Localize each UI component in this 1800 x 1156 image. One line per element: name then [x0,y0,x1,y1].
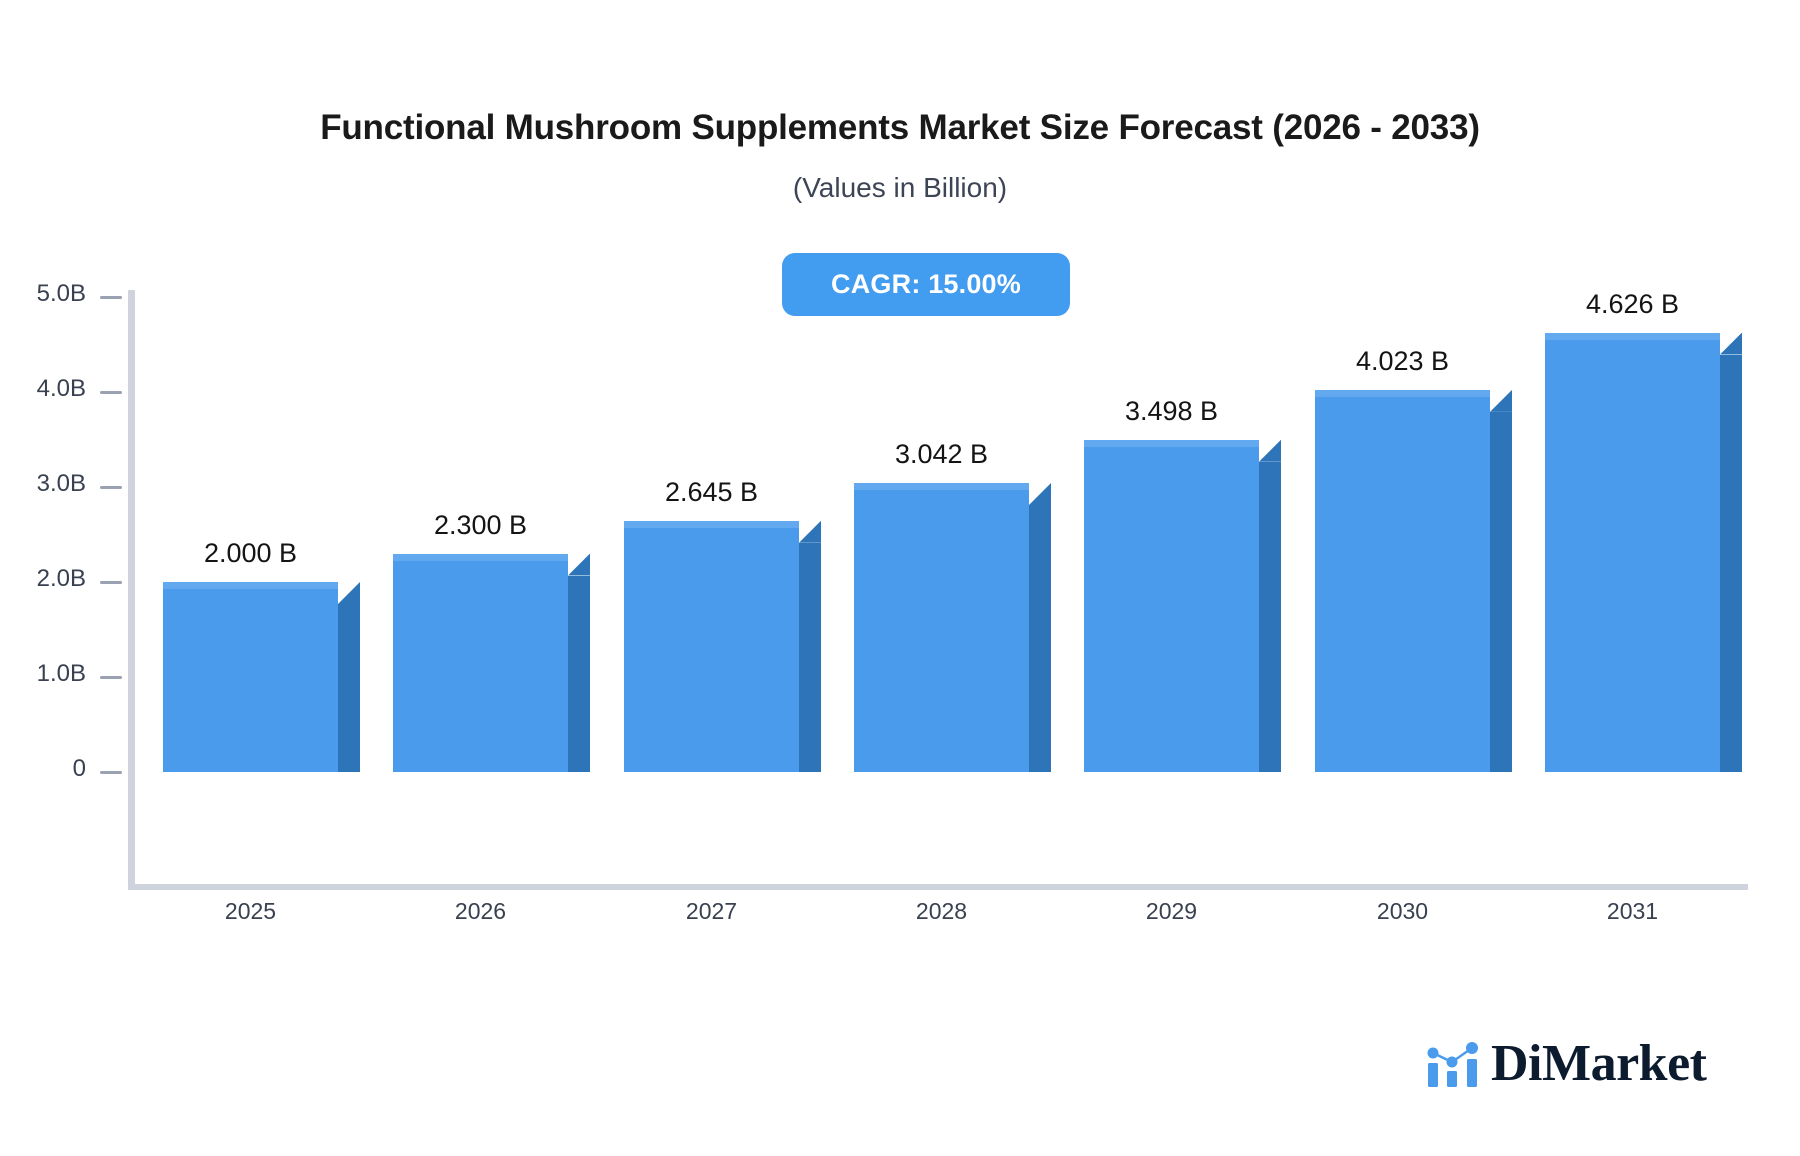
bar-top-face [1084,439,1259,447]
bar-value-label: 4.023 B [1355,345,1450,376]
bar-top-face [624,520,799,528]
brand-name: DiMarket [1491,1035,1707,1092]
x-axis-tick-label: 2026 [454,898,507,924]
y-axis-tick-mark [100,296,122,299]
y-axis-tick-label: 5.0B [36,280,86,307]
bar-chart-logo-icon [1425,1040,1481,1088]
y-axis-tick-mark [100,486,122,489]
bar-side-face [1720,354,1742,772]
bar-front-face [393,553,568,772]
cagr-badge: CAGR: 15.00% [782,253,1070,316]
bar-front-face [854,483,1029,772]
y-axis-tick-label: 4.0B [36,375,86,402]
bar-side-bevel [1490,389,1512,412]
bar-side-face [1490,411,1512,772]
y-axis-tick-label: 3.0B [36,470,86,497]
bar [1315,389,1512,772]
bar-value-label: 2.000 B [203,538,298,568]
bar-top-face [393,553,568,561]
bar-front-face [1545,332,1720,772]
bar-top-face [163,582,338,589]
bar-top-face [1545,332,1720,340]
brand-logo: DiMarket [1425,1035,1707,1092]
bar-value-label: 3.042 B [894,439,989,469]
y-axis-line [128,290,135,890]
bar-front-face [1084,439,1259,772]
y-axis-tick-label: 1.0B [36,660,86,687]
bar-side-bevel [1720,332,1742,355]
x-axis-tick-label: 2030 [1376,898,1429,924]
x-axis-tick-label: 2028 [915,898,968,924]
y-axis-tick-mark [100,391,122,394]
cagr-badge-label: CAGR: 15.00% [831,269,1021,299]
y-axis-tick-label: 2.0B [36,565,86,592]
bar-front-face [624,520,799,772]
bar-side-face [1259,461,1281,772]
bar-value-label: 4.626 B [1585,288,1680,319]
x-axis-tick-label: 2031 [1606,898,1659,924]
bar-value-label: 2.300 B [433,509,528,540]
chart-subtitle: (Values in Billion) [792,172,1008,203]
bar-side-bevel [1259,439,1281,462]
x-axis-line [128,884,1748,890]
bar-side-bevel [1029,483,1051,505]
bar-top-face [1315,389,1490,397]
bar [1545,332,1742,772]
bar-side-bevel [568,553,590,576]
page-title: Functional Mushroom Supplements Market S… [320,108,1480,147]
bar-top-face [854,483,1029,490]
bar-front-face [1315,389,1490,772]
bar-side-face [338,604,360,772]
bar-front-face [163,582,338,772]
bar [624,520,821,772]
bar-value-label: 2.645 B [664,476,759,507]
bar-side-face [1029,505,1051,772]
bar-side-face [799,542,821,772]
y-axis-tick-mark [100,676,122,679]
plot-area: 0 1.0B 2.0B 3.0B 4.0B 5.0B 2.000 B 2.300 B 2.64… [36,280,1748,924]
y-axis-tick-label: 0 [72,755,86,782]
bar-value-label: 3.498 B [1124,395,1219,426]
y-axis-tick-mark [100,771,122,774]
bar [393,553,590,772]
y-axis-tick-mark [100,581,122,584]
bar [163,582,360,772]
bar-side-bevel [338,582,360,604]
bar-side-face [568,575,590,772]
x-axis-tick-label: 2025 [224,898,277,924]
x-axis-tick-label: 2027 [685,898,738,924]
bar [1084,439,1281,772]
bar-side-bevel [799,520,821,543]
bar [854,483,1051,772]
x-axis-tick-label: 2029 [1145,898,1198,924]
